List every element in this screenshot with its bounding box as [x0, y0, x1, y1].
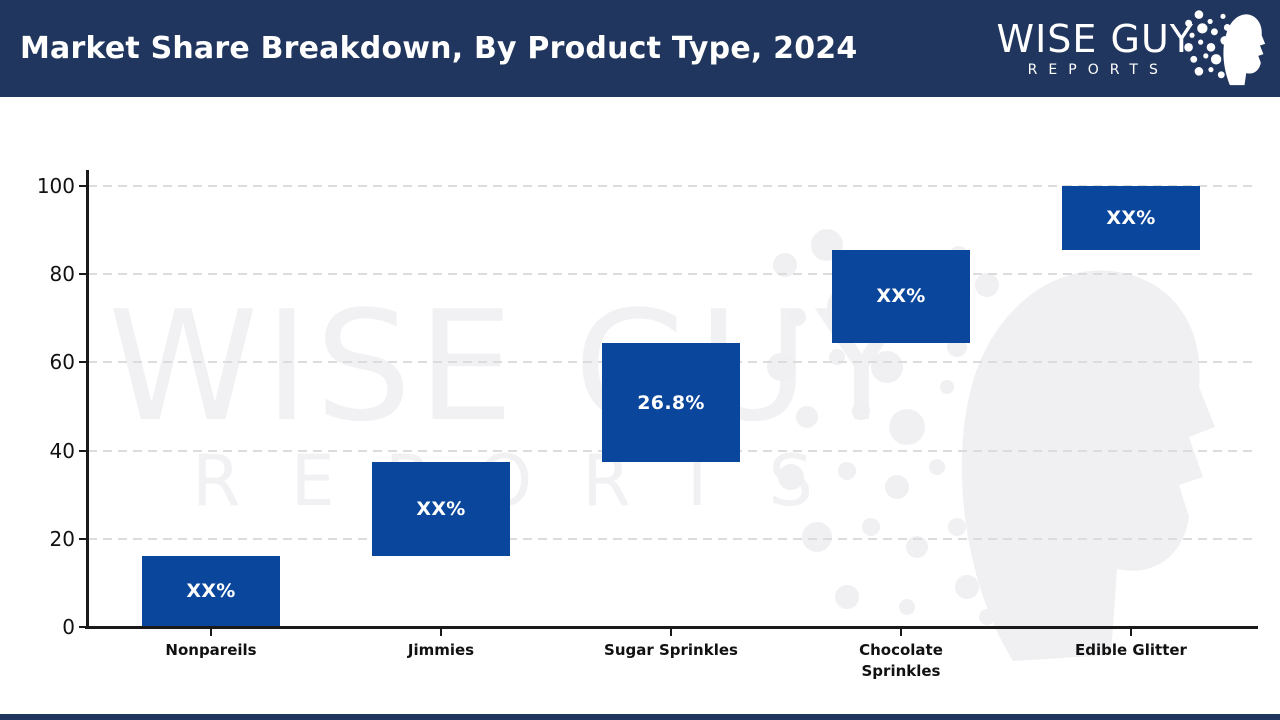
bar-value-label: XX% — [876, 285, 926, 308]
y-tick-mark — [79, 449, 87, 452]
y-tick-label: 40 — [49, 438, 75, 463]
gridline — [88, 273, 1256, 276]
bar-value-label: XX% — [1106, 206, 1156, 229]
y-axis-line — [86, 170, 89, 629]
y-tick-mark — [79, 537, 87, 540]
y-tick-label: 20 — [49, 526, 75, 551]
y-tick-label: 60 — [49, 350, 75, 375]
bar-edible-glitter: XX% — [1062, 186, 1200, 250]
x-axis-line — [85, 626, 1258, 629]
bar-chocolate-sprinkles: XX% — [832, 249, 970, 344]
gridline — [88, 537, 1256, 540]
bar-jimmies: XX% — [372, 461, 510, 556]
x-tick-mark — [1130, 629, 1132, 636]
logo-head-icon — [1184, 10, 1266, 86]
y-tick-mark — [79, 626, 87, 628]
bar-value-label: 26.8% — [637, 391, 705, 414]
bar-value-label: XX% — [416, 497, 466, 520]
x-tick-label-chocolate-sprinkles: Chocolate Sprinkles — [859, 641, 943, 680]
footer-band — [0, 714, 1280, 720]
header-band: Market Share Breakdown, By Product Type,… — [0, 0, 1280, 97]
x-tick-mark — [440, 629, 442, 636]
brand-logo: WISE GUY REPORTS — [997, 6, 1266, 92]
y-tick-label: 80 — [49, 262, 75, 287]
x-tick-label-sugar-sprinkles: Sugar Sprinkles — [604, 641, 738, 659]
y-tick-mark — [79, 361, 87, 364]
bar-value-label: XX% — [186, 580, 236, 603]
x-tick-mark — [210, 629, 212, 636]
brand-logo-text: WISE GUY REPORTS — [996, 17, 1194, 78]
x-tick-label-edible-glitter: Edible Glitter — [1075, 641, 1187, 659]
bar-sugar-sprinkles: 26.8% — [602, 343, 740, 462]
x-tick-mark — [670, 629, 672, 636]
chart-title: Market Share Breakdown, By Product Type,… — [20, 31, 858, 66]
y-tick-label: 0 — [62, 615, 75, 639]
y-tick-mark — [79, 185, 87, 187]
y-tick-label: 100 — [36, 174, 75, 198]
brand-logo-subname: REPORTS — [1027, 61, 1169, 78]
x-tick-label-jimmies: Jimmies — [407, 641, 475, 659]
y-tick-mark — [79, 273, 87, 276]
bar-nonpareils: XX% — [142, 555, 280, 627]
x-tick-label-nonpareils: Nonpareils — [165, 641, 257, 659]
x-tick-mark — [900, 629, 902, 636]
gridline — [88, 185, 1256, 187]
brand-logo-name: WISE GUY — [996, 17, 1194, 62]
